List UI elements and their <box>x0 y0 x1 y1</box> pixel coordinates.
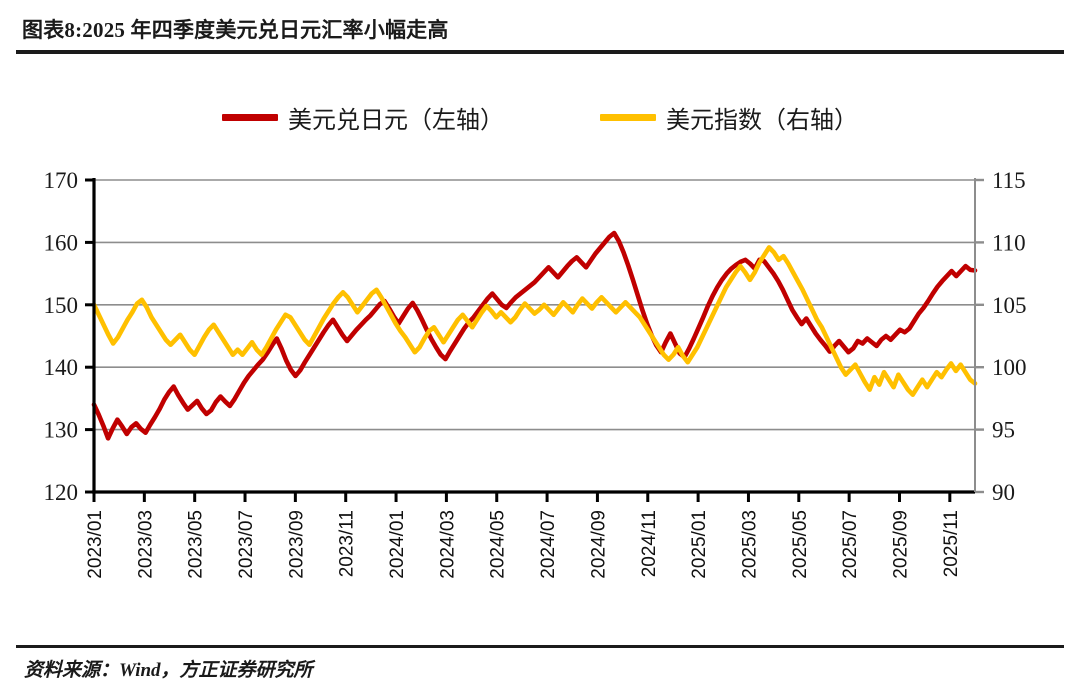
x-axis-tick-label: 2024/03 <box>437 510 458 579</box>
x-axis-tick-label: 2024/05 <box>488 510 509 579</box>
legend-label-dxy: 美元指数（右轴） <box>666 108 858 134</box>
right-axis-tick-label: 95 <box>992 418 1015 443</box>
x-axis-tick-label: 2024/01 <box>387 510 408 579</box>
legend-item-dxy: 美元指数（右轴） <box>600 100 858 135</box>
chart-legend: 美元兑日元（左轴） 美元指数（右轴） <box>0 100 1080 135</box>
x-axis-tick-label: 2023/05 <box>186 510 207 579</box>
x-axis-tick-label: 2023/01 <box>85 510 106 579</box>
x-axis-tick-label: 2023/03 <box>135 510 156 579</box>
legend-swatch-dxy <box>600 114 656 121</box>
source-note: 资料来源：Wind，方正证券研究所 <box>24 660 313 681</box>
page-title: 图表8:2025 年四季度美元兑日元汇率小幅走高 <box>22 18 449 42</box>
left-axis-tick-label: 130 <box>44 418 79 443</box>
x-axis-tick-label: 2025/07 <box>840 510 861 579</box>
left-axis-tick-label: 150 <box>44 293 79 318</box>
x-axis-tick-label: 2023/07 <box>236 510 257 579</box>
series-line-dxy <box>91 245 978 397</box>
x-axis-tick-label: 2024/07 <box>538 510 559 579</box>
left-axis-tick-label: 120 <box>44 480 79 505</box>
x-axis-tick-label: 2023/09 <box>286 510 307 579</box>
x-axis-tick-label: 2025/09 <box>891 510 912 579</box>
x-axis-tick-label: 2024/09 <box>588 510 609 579</box>
left-axis-tick-label: 140 <box>44 355 79 380</box>
right-axis-tick-label: 115 <box>992 168 1026 193</box>
left-axis-tick-label: 170 <box>44 168 79 193</box>
right-axis-tick-label: 110 <box>992 230 1026 255</box>
legend-swatch-usdjpy <box>222 114 278 121</box>
legend-item-usdjpy: 美元兑日元（左轴） <box>222 100 504 135</box>
x-axis-tick-label: 2025/03 <box>740 510 761 579</box>
right-axis-tick-label: 105 <box>992 293 1027 318</box>
left-axis-tick-label: 160 <box>44 230 79 255</box>
x-axis-tick-label: 2024/11 <box>639 510 660 577</box>
title-divider <box>16 50 1064 54</box>
x-axis-tick-label: 2025/11 <box>941 510 962 577</box>
x-axis-tick-label: 2025/01 <box>689 510 710 579</box>
series-line-usdjpy <box>91 230 978 441</box>
footer-divider <box>16 645 1064 648</box>
x-axis-tick-label: 2023/11 <box>337 510 358 577</box>
x-axis-tick-label: 2025/05 <box>790 510 811 579</box>
right-axis-tick-label: 90 <box>992 480 1015 505</box>
right-axis-tick-label: 100 <box>992 355 1027 380</box>
legend-label-usdjpy: 美元兑日元（左轴） <box>288 108 504 134</box>
